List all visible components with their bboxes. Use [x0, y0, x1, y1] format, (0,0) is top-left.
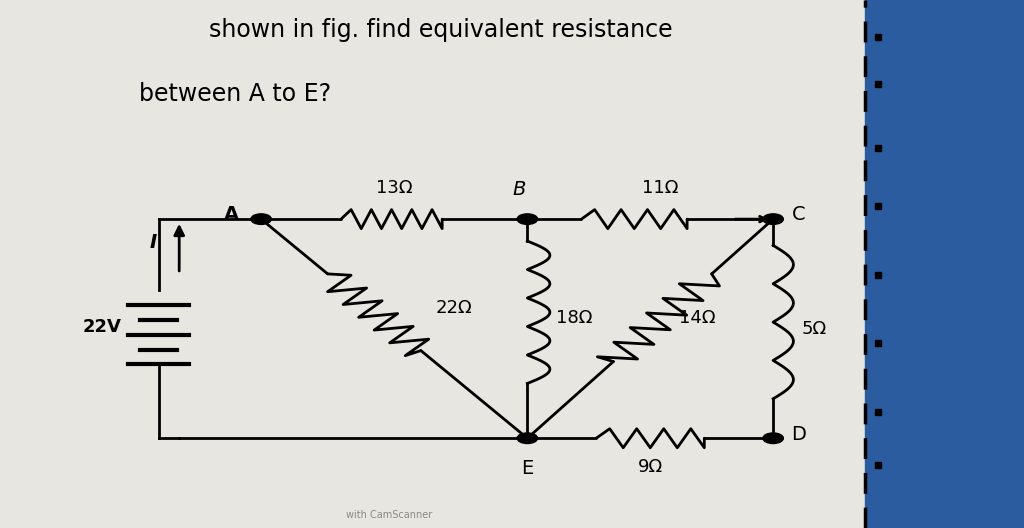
Text: 22V: 22V	[83, 318, 122, 336]
Circle shape	[517, 214, 538, 224]
Circle shape	[763, 433, 783, 444]
Bar	[865, 0, 1024, 528]
Text: C: C	[792, 205, 805, 224]
Text: B: B	[512, 180, 526, 199]
Text: shown in fig. find equivalent resistance: shown in fig. find equivalent resistance	[209, 18, 672, 42]
Text: 14Ω: 14Ω	[679, 309, 716, 327]
Text: 22Ω: 22Ω	[435, 298, 472, 317]
Text: D: D	[792, 425, 807, 444]
Text: 18Ω: 18Ω	[556, 309, 593, 327]
Text: between A to E?: between A to E?	[139, 82, 332, 106]
Text: I: I	[150, 233, 157, 251]
Text: E: E	[521, 459, 534, 478]
Text: 11Ω: 11Ω	[642, 179, 679, 197]
Circle shape	[251, 214, 271, 224]
Circle shape	[763, 214, 783, 224]
Text: A: A	[223, 205, 239, 224]
Text: 9Ω: 9Ω	[638, 458, 663, 476]
Circle shape	[517, 433, 538, 444]
Text: 13Ω: 13Ω	[376, 179, 413, 197]
Text: with CamScanner: with CamScanner	[346, 510, 432, 520]
Text: 5Ω: 5Ω	[802, 319, 827, 338]
